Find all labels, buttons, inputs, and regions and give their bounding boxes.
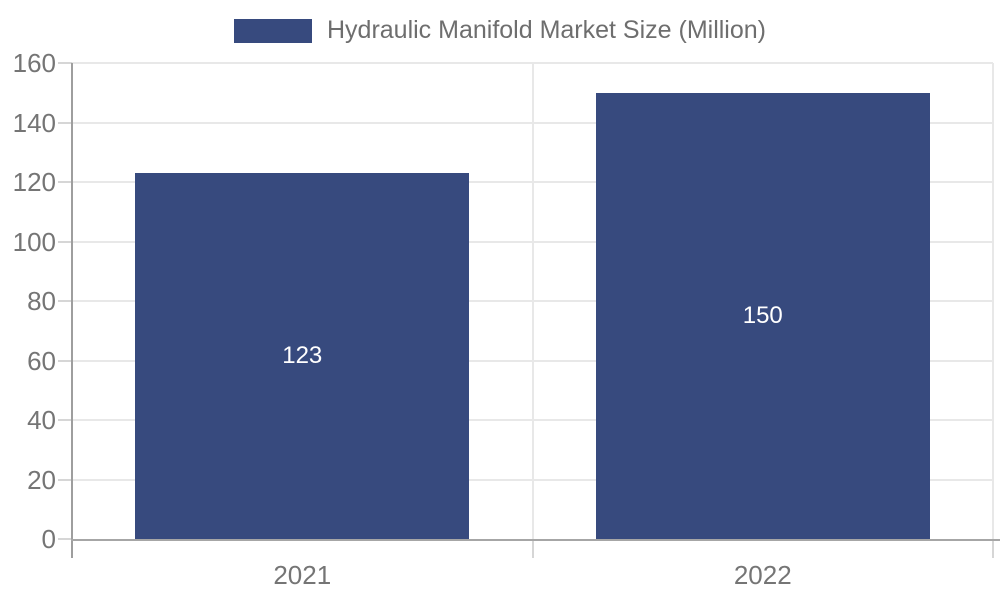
legend-swatch <box>233 18 312 43</box>
y-axis-tick <box>58 300 72 302</box>
x-axis-label: 2021 <box>273 560 332 590</box>
y-axis-label: 20 <box>27 464 56 495</box>
legend: Hydraulic Manifold Market Size (Million) <box>0 18 1000 43</box>
y-axis-tick <box>58 478 72 481</box>
y-axis-tick <box>58 359 72 362</box>
y-axis-tick <box>58 538 72 540</box>
y-axis-tick <box>58 62 72 64</box>
x-axis-tick <box>531 540 534 558</box>
y-axis-line <box>71 63 73 558</box>
bar-value-label: 150 <box>742 301 783 329</box>
legend-label: Hydraulic Manifold Market Size (Million) <box>326 16 766 44</box>
y-axis-label: 0 <box>41 524 56 554</box>
y-axis-tick <box>58 240 72 243</box>
y-axis-tick <box>58 181 72 183</box>
y-axis-label: 80 <box>27 286 56 316</box>
y-axis-tick <box>58 121 72 124</box>
x-axis-line <box>71 539 1000 541</box>
bar-value-label: 123 <box>282 342 323 370</box>
bar-2021 <box>135 173 470 539</box>
y-axis-label: 40 <box>27 405 56 435</box>
y-axis-label: 160 <box>12 48 56 78</box>
y-axis-label: 100 <box>12 226 56 257</box>
y-axis-label: 60 <box>27 345 56 376</box>
x-gridline <box>531 63 534 539</box>
y-axis-tick <box>58 419 72 421</box>
y-axis-label: 140 <box>12 107 56 138</box>
x-gridline <box>992 63 994 539</box>
y-axis-label: 120 <box>12 167 56 197</box>
bar-2022 <box>595 92 930 539</box>
x-axis-tick <box>992 540 994 558</box>
x-axis-label: 2022 <box>733 560 792 590</box>
